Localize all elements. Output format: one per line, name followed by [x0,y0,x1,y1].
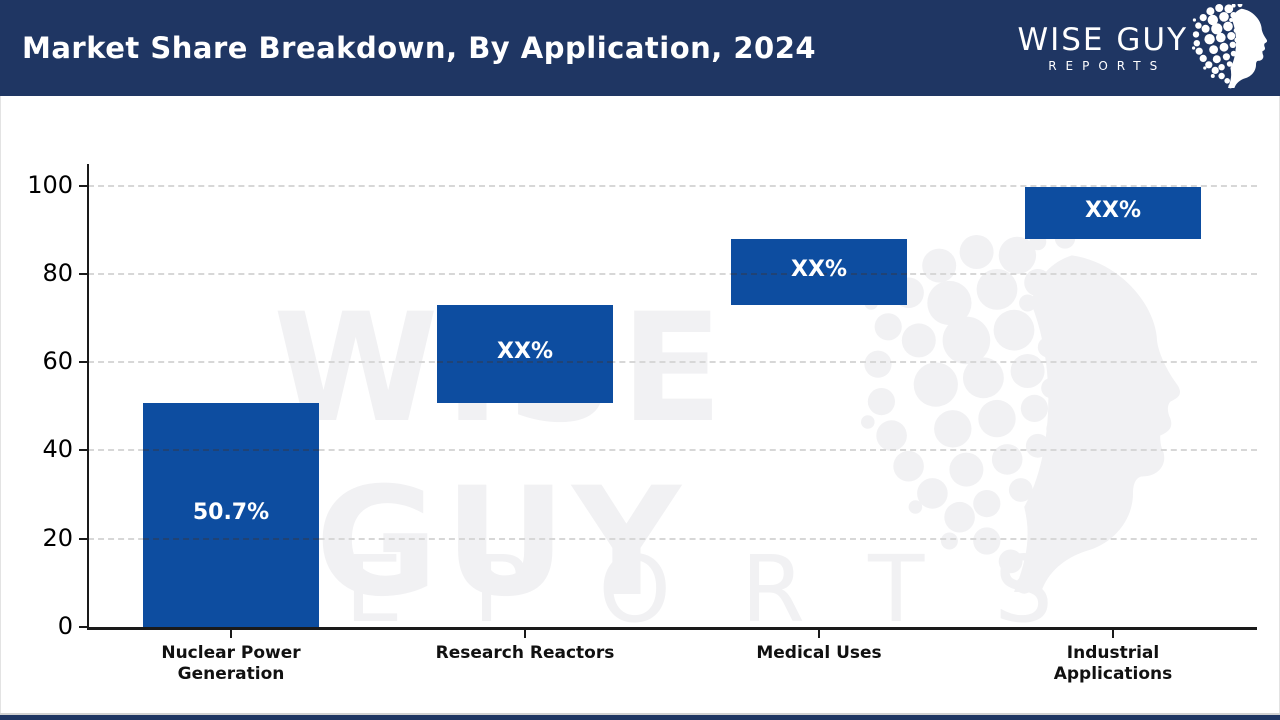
x-tick-label-research-reactors: Research Reactors [395,643,655,664]
x-tick-label-nuclear-power-generation: Nuclear Power Generation [101,643,361,685]
x-tick-label-line: Research Reactors [435,643,615,663]
logo-head-icon [1192,4,1272,92]
gridline-80-over-bar [731,273,907,275]
gridline-80 [88,273,1257,275]
chart-area: WISE GUY REPORTS 02040608010050.7%Nuclea… [0,96,1280,713]
x-tickmark-medical-uses [818,630,820,638]
y-tickmark-80 [79,273,88,275]
bar-value-label-medical-uses: XX% [791,257,847,282]
y-tick-label-100: 100 [27,171,73,199]
gridline-60-over-bar [437,361,613,363]
page-title: Market Share Breakdown, By Application, … [22,31,817,65]
y-tickmark-100 [79,185,88,187]
x-tickmark-nuclear-power-generation [230,630,232,638]
header: Market Share Breakdown, By Application, … [0,0,1280,96]
bar-medical-uses [731,239,907,305]
y-tick-label-60: 60 [42,347,73,375]
gridline-40-over-bar [143,449,319,451]
y-tick-label-0: 0 [57,612,73,640]
x-axis-line [87,627,1257,630]
y-tick-label-40: 40 [42,435,73,463]
y-axis-line [87,164,89,630]
bar-value-label-industrial-applications: XX% [1085,198,1141,223]
y-tickmark-0 [79,626,88,628]
gridline-20-over-bar [143,538,319,540]
gridline-20 [88,538,1257,540]
x-tickmark-research-reactors [524,630,526,638]
brand-logo: WISE GUY REPORTS [1017,0,1272,96]
x-tick-label-medical-uses: Medical Uses [689,643,949,664]
footer-bar [0,713,1280,720]
watermark-subtext: REPORTS [211,536,1123,643]
x-tick-label-line: Industrial [1066,643,1160,663]
logo-subtext: REPORTS [1048,58,1167,73]
bar-industrial-applications [1025,187,1201,239]
waterfall-chart: 0 20 40 60 80 100 50.7% Nuclear Power Generation… [1,96,1279,713]
x-tick-label-line: Nuclear Power [161,643,301,663]
bar-value-label-nuclear-power-generation: 50.7% [192,500,270,525]
y-tick-label-80: 80 [42,259,73,287]
gridline-40 [88,449,1257,451]
bar-value-label-research-reactors: XX% [497,339,553,364]
y-tickmark-60 [79,361,88,363]
logo-wordmark: WISE GUY [1017,21,1188,58]
x-tickmark-industrial-applications [1112,630,1114,638]
y-tickmark-40 [79,449,88,451]
y-tickmark-20 [79,538,88,540]
x-tick-label-line: Medical Uses [756,643,882,663]
y-tick-label-20: 20 [42,524,73,552]
x-tick-label-industrial-applications: Industrial Applications [983,643,1243,685]
logo-text: WISE GUY REPORTS [1017,21,1188,73]
x-tick-label-line: Applications [1053,664,1173,684]
bar-nuclear-power-generation [143,403,319,627]
x-tick-label-line: Generation [177,664,285,684]
bar-research-reactors [437,305,613,403]
gridline-60 [88,361,1257,363]
gridline-100 [88,185,1257,187]
